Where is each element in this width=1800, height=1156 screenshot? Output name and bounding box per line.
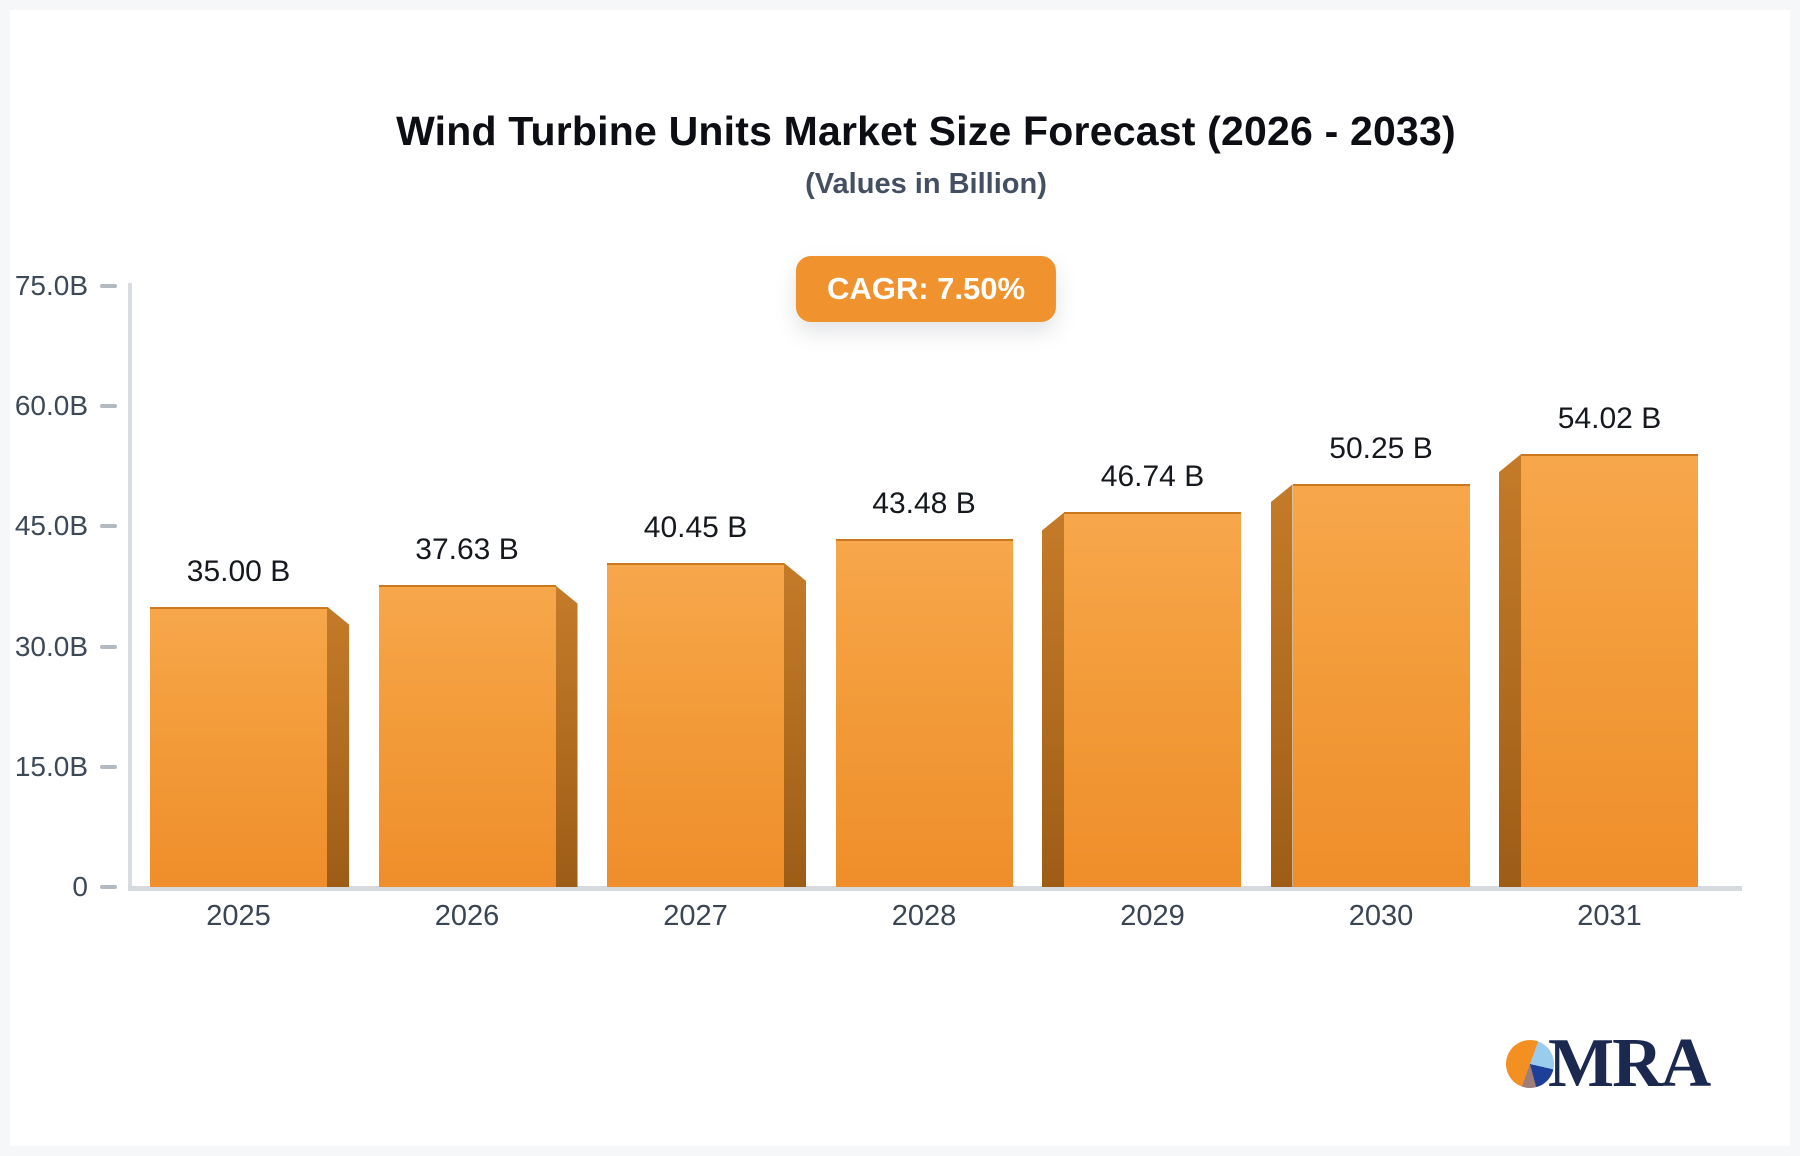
bar-value-label-2027: 40.45 B (643, 510, 748, 544)
bar-value-label-2025: 35.00 B (186, 554, 291, 588)
y-tick-label-30.0B: 30.0B (14, 630, 88, 662)
x-tick-label-2025: 2025 (206, 900, 271, 932)
x-tick-label-2029: 2029 (1120, 900, 1185, 932)
bar-value-label-2028: 43.48 B (872, 486, 976, 520)
y-tick-label-45.0B: 45.0B (14, 510, 88, 542)
y-axis-line (128, 283, 132, 890)
y-tick-label-15.0B: 15.0B (14, 750, 88, 782)
bar-side-face-2026 (555, 585, 578, 887)
x-tick-label-2026: 2026 (434, 900, 500, 932)
bar-side-face-2029 (1042, 512, 1064, 887)
pie-chart-icon (1506, 1040, 1554, 1088)
y-tick-mark (100, 404, 117, 409)
bar-2025[interactable] (150, 606, 327, 887)
y-tick-label-0: 0 (72, 871, 88, 902)
x-tick-label-2031: 2031 (1577, 900, 1642, 932)
x-axis-baseline (128, 886, 1742, 891)
bar-value-label-2029: 46.74 B (1100, 460, 1205, 494)
chart-title: Wind Turbine Units Market Size Forecast … (396, 108, 1456, 154)
y-tick-label-75.0B: 75.0B (14, 270, 88, 301)
bar-value-label-2026: 37.63 B (415, 533, 519, 567)
bar-side-face-2027 (784, 562, 806, 887)
y-tick-mark (100, 524, 117, 529)
x-tick-label-2028: 2028 (891, 900, 957, 932)
bar-2027[interactable] (607, 562, 784, 887)
bar-2028[interactable] (835, 538, 1013, 887)
bar-side-face-2025 (327, 606, 349, 887)
y-tick-mark (100, 284, 117, 288)
chart-subtitle: (Values in Billion) (805, 168, 1047, 200)
bar-side-face-2031 (1499, 454, 1521, 887)
logo-text: MRA (1548, 1025, 1711, 1102)
bar-2029[interactable] (1064, 512, 1241, 887)
bar-2030[interactable] (1292, 484, 1470, 887)
y-tick-label-60.0B: 60.0B (14, 390, 88, 422)
x-tick-label-2027: 2027 (663, 900, 728, 932)
y-tick-mark (100, 644, 117, 649)
y-tick-mark (100, 885, 117, 889)
cagr-badge: CAGR: 7.50% (795, 256, 1057, 322)
bar-value-label-2030: 50.25 B (1329, 432, 1433, 466)
bar-2026[interactable] (378, 585, 556, 887)
y-tick-mark (100, 764, 117, 769)
x-tick-label-2030: 2030 (1348, 900, 1414, 932)
bar-2031[interactable] (1521, 454, 1698, 887)
bar-side-face-2030 (1270, 484, 1293, 887)
bar-value-label-2031: 54.02 B (1557, 402, 1662, 436)
mra-logo: MRA (1506, 1025, 1711, 1102)
